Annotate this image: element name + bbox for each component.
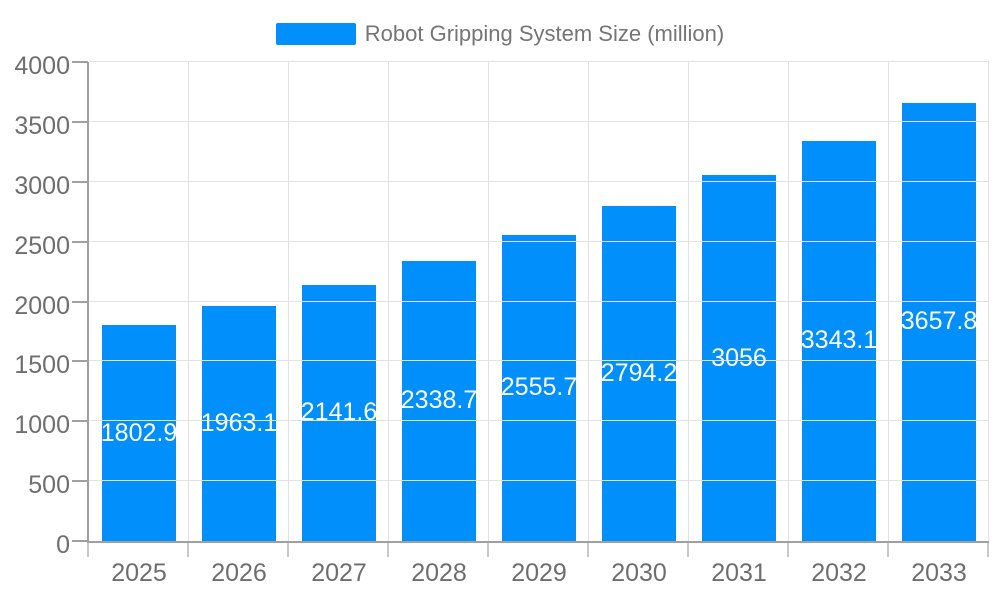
h-gridline <box>89 360 989 362</box>
y-tickmark <box>72 300 88 303</box>
x-tick-label: 2029 <box>511 559 567 587</box>
x-tickmark <box>687 543 689 557</box>
v-gridline <box>887 62 889 541</box>
bar[interactable]: 2141.6 <box>300 284 378 541</box>
h-gridline <box>89 240 989 242</box>
bar[interactable]: 1963.1 <box>200 305 278 541</box>
legend[interactable]: Robot Gripping System Size (million) <box>0 21 1000 47</box>
x-tickmark <box>87 543 89 557</box>
h-gridline <box>89 420 989 422</box>
v-gridline <box>588 62 589 541</box>
x-tickmark <box>587 543 589 557</box>
bar[interactable]: 2794.2 <box>600 206 678 541</box>
x-tick-label: 2031 <box>711 559 767 587</box>
y-tick-label: 2000 <box>14 291 70 320</box>
bar-slot: 1963.1 <box>189 62 289 541</box>
bar-value-label: 3056 <box>711 343 767 372</box>
y-tickmark <box>72 480 88 483</box>
x-tick-label: 2027 <box>311 559 367 587</box>
bar-slot: 3056 <box>689 62 789 541</box>
x-axis-labels: 2025 2026 2027 2028 2029 2030 2031 2032 2033 <box>89 560 989 586</box>
y-tickmark <box>72 360 88 363</box>
x-tick-label: 2032 <box>811 559 867 587</box>
x-tickmark <box>387 543 389 557</box>
h-gridline <box>89 61 989 62</box>
bar[interactable]: 3056 <box>702 175 776 541</box>
y-tickmark <box>72 180 88 183</box>
bar-slot: 3343.1 <box>789 62 889 541</box>
y-tick-label: 3500 <box>14 111 70 140</box>
y-tick-label: 1500 <box>14 351 70 380</box>
bar-value-label: 3657.8 <box>900 307 978 336</box>
bar-value-label: 2555.7 <box>500 373 578 402</box>
v-gridline <box>287 62 289 541</box>
bar[interactable]: 2555.7 <box>500 234 578 541</box>
x-tickmark <box>487 543 489 557</box>
h-gridline <box>89 180 989 182</box>
x-tickmark <box>787 543 789 557</box>
y-tick-label: 4000 <box>14 52 70 80</box>
y-tick-label: 2500 <box>14 231 70 260</box>
x-tick-label: 2028 <box>411 559 467 587</box>
y-tick-label: 500 <box>28 471 70 500</box>
bar-slot: 1802.9 <box>89 62 189 541</box>
x-tick-label: 2026 <box>211 559 267 587</box>
y-tickmark <box>72 61 88 63</box>
x-tickmark <box>287 543 289 557</box>
bar-value-label: 1802.9 <box>100 418 178 447</box>
y-tick-label: 3000 <box>14 171 70 200</box>
bar-value-label: 1963.1 <box>200 408 278 437</box>
y-tickmark <box>72 240 88 243</box>
y-tickmark <box>72 540 88 542</box>
bar-value-label: 2794.2 <box>600 359 678 388</box>
bar[interactable]: 2338.7 <box>400 260 478 541</box>
y-tick-label: 0 <box>56 531 70 559</box>
bar[interactable]: 1802.9 <box>100 325 178 541</box>
x-tick-label: 2030 <box>611 559 667 587</box>
bars-layer: 1802.9 1963.1 2141.6 2338.7 2555.7 2794.2 3056… <box>89 62 989 541</box>
bar-value-label: 3343.1 <box>800 326 878 355</box>
v-gridline <box>788 62 789 541</box>
bar-slot: 2141.6 <box>289 62 389 541</box>
v-gridline <box>988 62 989 541</box>
bar-value-label: 2338.7 <box>400 386 478 415</box>
x-tickmark <box>187 543 189 557</box>
bar-slot: 3657.8 <box>889 62 989 541</box>
bar[interactable]: 3657.8 <box>900 102 978 541</box>
bar-value-label: 2141.6 <box>300 398 378 427</box>
y-tick-label: 1000 <box>14 411 70 440</box>
legend-swatch <box>275 23 356 45</box>
bar[interactable]: 3343.1 <box>800 140 878 541</box>
x-tick-label: 2033 <box>911 559 967 587</box>
x-tickmark <box>987 543 989 557</box>
plot-area: 1802.9 1963.1 2141.6 2338.7 2555.7 2794.2 3056… <box>87 61 989 543</box>
h-gridline <box>89 300 989 302</box>
x-tickmark <box>887 543 889 557</box>
v-gridline <box>487 62 489 541</box>
bar-slot: 2338.7 <box>389 62 489 541</box>
v-gridline <box>687 62 689 541</box>
y-tickmark <box>72 420 88 423</box>
bar-slot: 2555.7 <box>489 62 589 541</box>
v-gridline <box>387 62 389 541</box>
y-tickmark <box>72 120 88 123</box>
x-tick-label: 2025 <box>111 559 167 587</box>
h-gridline <box>89 480 989 482</box>
h-gridline <box>89 120 989 122</box>
v-gridline <box>187 62 189 541</box>
bar-slot: 2794.2 <box>589 62 689 541</box>
legend-label: Robot Gripping System Size (million) <box>364 21 725 46</box>
